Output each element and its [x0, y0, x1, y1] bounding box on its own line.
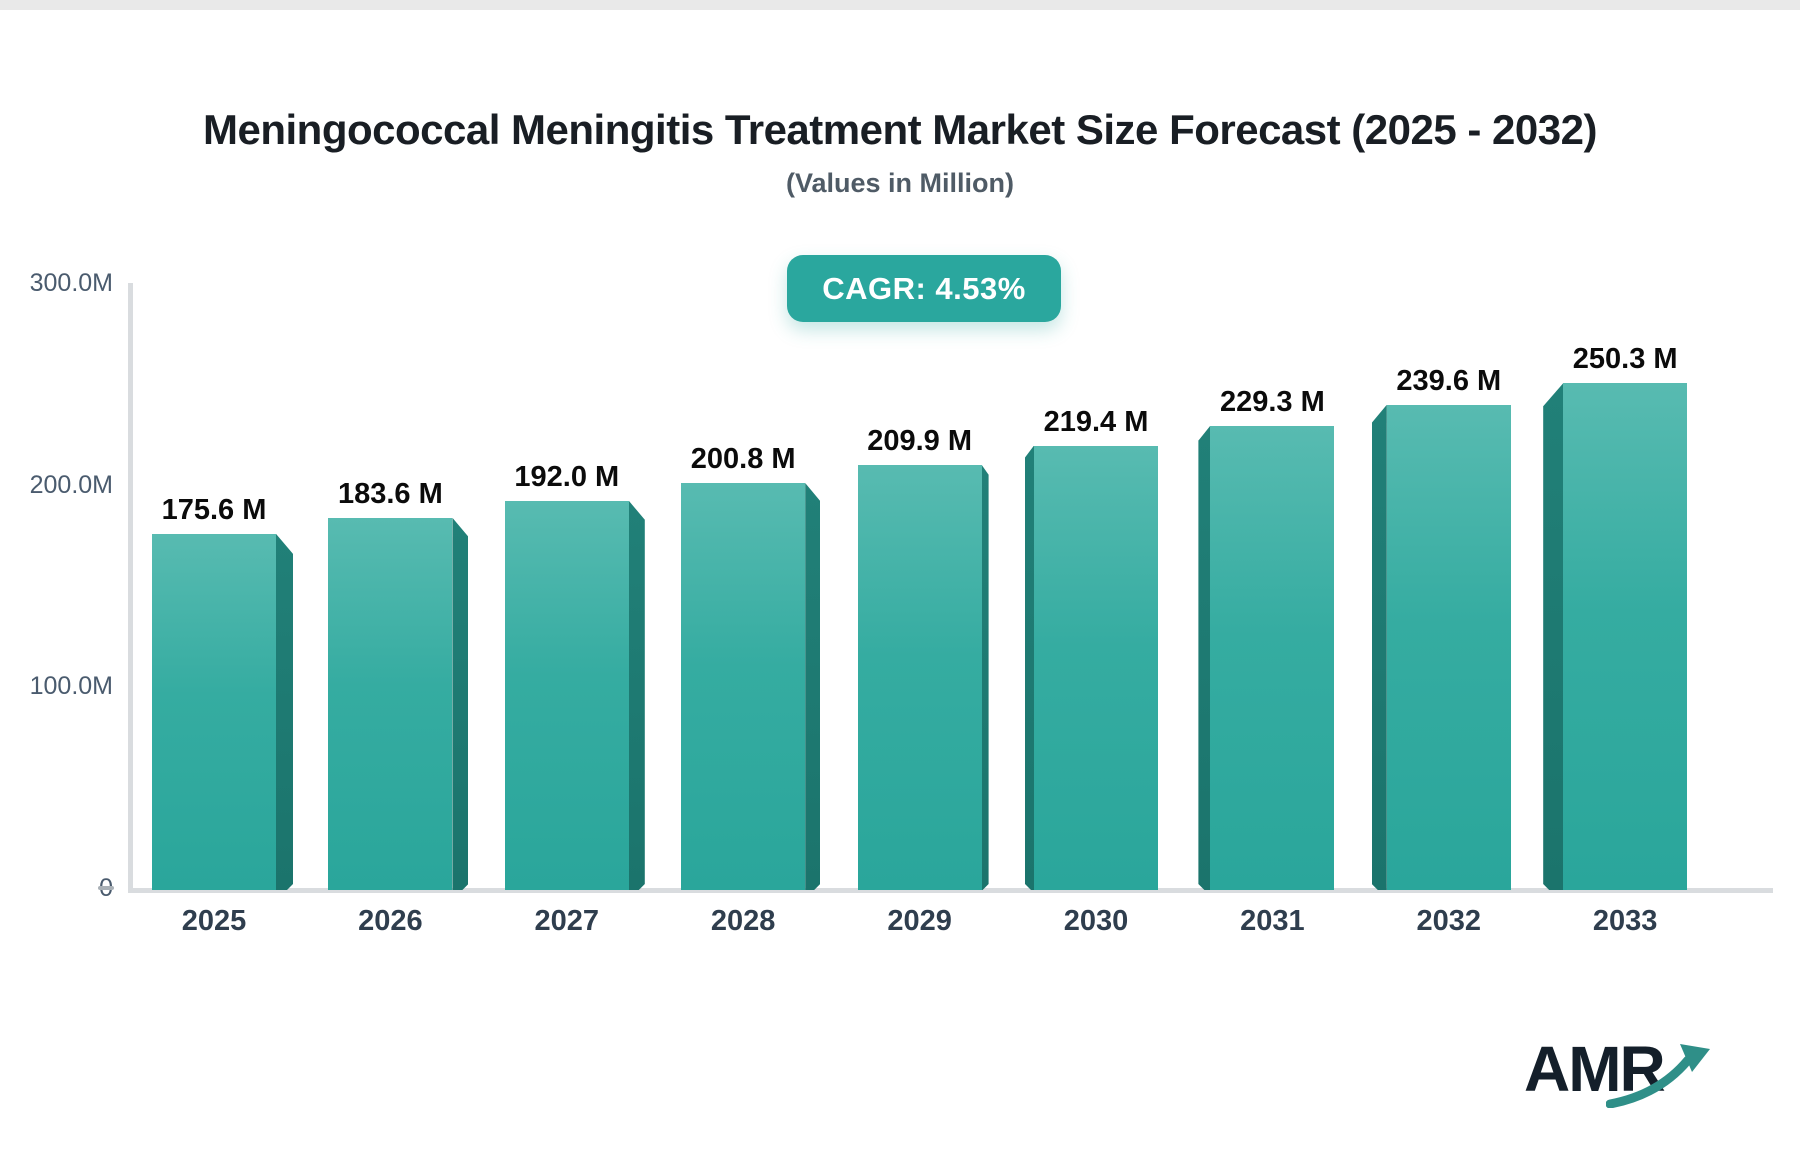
- cagr-badge-label: CAGR: 4.53%: [822, 270, 1026, 306]
- x-axis-label: 2026: [358, 905, 423, 937]
- top-border-strip: [0, 0, 1800, 10]
- bar-value-label: 192.0 M: [514, 460, 620, 493]
- x-axis-label: 2029: [887, 905, 952, 937]
- amr-logo: AMR: [1524, 1032, 1784, 1122]
- x-axis-label: 2032: [1416, 905, 1482, 937]
- bar-value-label: 175.6 M: [161, 493, 267, 526]
- bar-front-face-2033: [1563, 383, 1688, 890]
- bar-front-face-2028: [681, 483, 806, 890]
- bar-side-face-2025: [276, 533, 293, 890]
- x-axis-label: 2028: [710, 905, 776, 937]
- bar-value-label: 239.6 M: [1396, 364, 1502, 397]
- chart-subtitle: (Values in Million): [785, 168, 1015, 198]
- bar-value-label: 200.8 M: [690, 443, 796, 476]
- bar-side-face-2032: [1371, 404, 1387, 890]
- y-axis-tick-label: 300.0M: [29, 269, 113, 297]
- bar-front-face-2029: [857, 464, 982, 890]
- y-axis-tick-label: 0: [0, 872, 113, 904]
- x-axis-label: 2025: [181, 905, 247, 937]
- bar-front-face-2025: [152, 533, 276, 890]
- x-axis-label: 2033: [1592, 905, 1658, 937]
- bar-side-face-2026: [452, 517, 469, 890]
- bar-side-face-2033: [1543, 383, 1564, 890]
- x-axis-label: 2031: [1240, 905, 1305, 937]
- chart-title: Meningococcal Meningitis Treatment Marke…: [203, 106, 1597, 153]
- x-axis-label: 2030: [1063, 905, 1129, 937]
- y-axis-line: [128, 283, 133, 890]
- y-axis-tick-label: 100.0M: [29, 672, 113, 701]
- bar-side-face-2031: [1198, 425, 1211, 890]
- bar-front-face-2030: [1034, 445, 1158, 890]
- bar-front-face-2032: [1386, 404, 1511, 890]
- bar-value-label: 250.3 M: [1572, 343, 1678, 376]
- bar-side-face-2028: [805, 483, 821, 890]
- growth-arrow-icon: [1606, 1044, 1710, 1108]
- y-axis-tick-label: 200.0M: [29, 470, 113, 499]
- bar-value-label: 219.4 M: [1043, 405, 1149, 438]
- bar-value-label: 209.9 M: [867, 424, 972, 457]
- bar-front-face-2031: [1210, 425, 1335, 890]
- bar-side-face-2030: [1025, 445, 1034, 890]
- x-axis-label: 2027: [534, 905, 600, 937]
- zero-tick-mark: [98, 886, 114, 890]
- bar-value-label: 229.3 M: [1219, 385, 1325, 418]
- bar-value-label: 183.6 M: [337, 477, 443, 510]
- bar-front-face-2026: [328, 517, 453, 890]
- bar-front-face-2027: [504, 500, 629, 890]
- bar-side-face-2027: [628, 500, 645, 890]
- bar-side-face-2029: [981, 464, 989, 890]
- x-axis-line: [128, 888, 1773, 893]
- cagr-badge: CAGR: 4.53%: [787, 255, 1061, 322]
